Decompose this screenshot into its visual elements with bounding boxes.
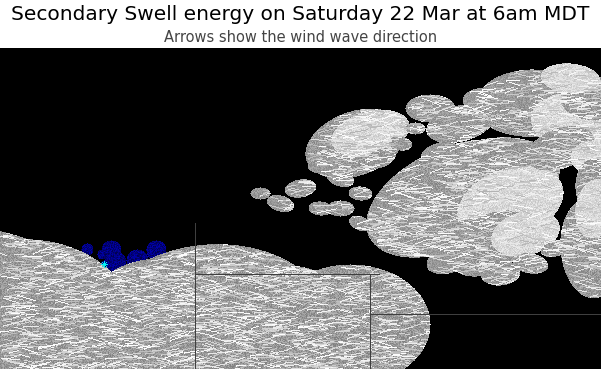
Text: Arrows show the wind wave direction: Arrows show the wind wave direction [164, 30, 437, 45]
Text: Secondary Swell energy on Saturday 22 Mar at 6am MDT: Secondary Swell energy on Saturday 22 Ma… [11, 5, 590, 24]
